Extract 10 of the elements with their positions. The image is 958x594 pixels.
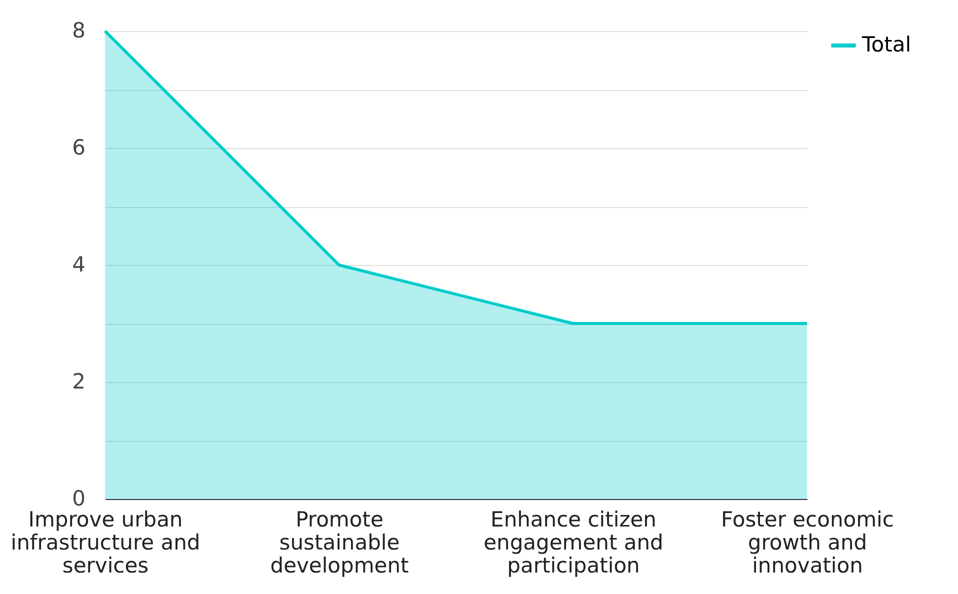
x-tick-label: Foster economic growth and innovation [721,508,894,578]
x-tick-label: Improve urban infrastructure and services [10,508,200,578]
x-tick-label: Enhance citizen engagement and participation [484,508,664,578]
y-tick-label: 2 [72,370,86,394]
legend-label: Total [861,32,912,56]
y-tick-label: 6 [72,136,86,160]
y-tick-label: 8 [72,18,86,42]
y-tick-label: 0 [72,486,86,510]
x-tick-label: Promote sustainable development [270,508,409,578]
y-tick-label: 4 [72,252,86,276]
